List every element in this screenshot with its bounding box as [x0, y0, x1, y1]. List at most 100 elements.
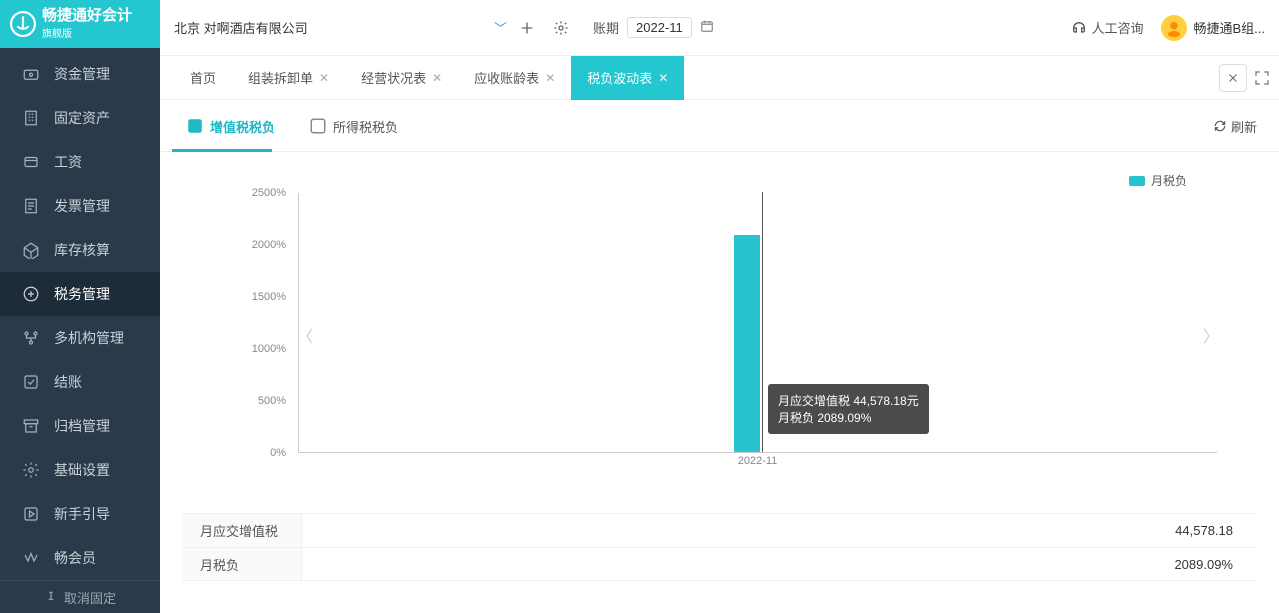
topbar: 北京 对啊酒店有限公司 ﹀ 账期 2022-11 人工咨询: [160, 0, 1279, 56]
salary-icon: [22, 153, 40, 171]
calendar-icon[interactable]: [700, 19, 714, 36]
row-label: 月税负: [182, 548, 302, 580]
settings-button[interactable]: [547, 14, 575, 42]
help-button[interactable]: 人工咨询: [1071, 18, 1143, 37]
unpin-icon: [44, 590, 58, 604]
period-picker[interactable]: 2022-11: [627, 17, 692, 38]
help-label: 人工咨询: [1091, 18, 1143, 37]
sidebar-item-9[interactable]: 基础设置: [0, 448, 160, 492]
sidebar-item-6[interactable]: 多机构管理: [0, 316, 160, 360]
plus-icon: [519, 20, 535, 36]
close-acct-icon: [22, 373, 40, 391]
tab-close-icon[interactable]: ✕: [545, 71, 555, 85]
sidebar-item-label: 畅会员: [54, 548, 96, 568]
y-tick: 1000%: [242, 343, 292, 355]
invoice-icon: [22, 197, 40, 215]
sidebar-item-label: 发票管理: [54, 196, 110, 216]
guide-icon: [22, 505, 40, 523]
chart-indicator-line: [762, 192, 763, 452]
tab-label: 经营状况表: [361, 68, 426, 87]
chart-next-arrow[interactable]: 〉: [1203, 323, 1219, 347]
close-icon: [1227, 72, 1239, 84]
legend-label: 月税负: [1151, 172, 1187, 189]
sidebar-item-5[interactable]: 税务管理: [0, 272, 160, 316]
x-axis-label: 2022-11: [738, 455, 778, 467]
sidebar-item-4[interactable]: 库存核算: [0, 228, 160, 272]
archive-icon: [22, 417, 40, 435]
org-icon: [22, 329, 40, 347]
legend-swatch: [1129, 176, 1145, 186]
tab-close-icon[interactable]: ✕: [432, 71, 442, 85]
tab-4[interactable]: 税负波动表✕: [571, 56, 684, 100]
y-tick: 2000%: [242, 239, 292, 251]
chart-prev-arrow[interactable]: 〈: [297, 323, 313, 347]
user-menu[interactable]: 畅捷通B组...: [1161, 15, 1265, 41]
settings-icon: [22, 461, 40, 479]
sidebar-item-label: 归档管理: [54, 416, 110, 436]
sidebar-item-1[interactable]: 固定资产: [0, 96, 160, 140]
tab-label: 首页: [190, 68, 216, 87]
sidebar-unpin[interactable]: 取消固定: [0, 580, 160, 613]
summary-table: 月应交增值税 44,578.18 月税负 2089.09%: [182, 513, 1257, 581]
building-icon: [22, 109, 40, 127]
period-label: 账期: [593, 18, 619, 37]
sidebar-item-11[interactable]: 畅会员: [0, 536, 160, 580]
sidebar-item-label: 固定资产: [54, 108, 110, 128]
tab-3[interactable]: 应收账龄表 ✕: [458, 56, 571, 100]
sidebar-item-label: 资金管理: [54, 64, 110, 84]
add-button[interactable]: [513, 14, 541, 42]
content-area: 增值税税负 所得税税负 刷新 月税负 0%500%1000%150: [160, 100, 1279, 613]
income-icon: [309, 117, 327, 135]
sidebar-item-3[interactable]: 发票管理: [0, 184, 160, 228]
subtab-income-label: 所得税税负: [333, 117, 398, 136]
tax-icon: [22, 285, 40, 303]
tab-1[interactable]: 组装拆卸单 ✕: [232, 56, 345, 100]
sidebar-item-10[interactable]: 新手引导: [0, 492, 160, 536]
tab-label: 应收账龄表: [474, 68, 539, 87]
tab-close-icon[interactable]: ✕: [319, 71, 329, 85]
tooltip-line2: 月税负 2089.09%: [778, 409, 919, 426]
user-name: 畅捷通B组...: [1193, 18, 1265, 37]
page-tabs: 首页组装拆卸单✕经营状况表✕应收账龄表✕税负波动表✕: [160, 56, 1279, 100]
tab-label: 组装拆卸单: [248, 68, 313, 87]
close-tab-button[interactable]: [1219, 64, 1247, 92]
tab-2[interactable]: 经营状况表 ✕: [345, 56, 458, 100]
y-tick: 0%: [242, 447, 292, 459]
sidebar-item-8[interactable]: 归档管理: [0, 404, 160, 448]
sidebar-item-0[interactable]: 资金管理: [0, 52, 160, 96]
y-tick: 500%: [242, 395, 292, 407]
vat-icon: [186, 117, 204, 135]
fullscreen-icon[interactable]: [1253, 69, 1271, 87]
sidebar-unpin-label: 取消固定: [64, 588, 116, 607]
chart-legend: 月税负: [212, 172, 1227, 189]
subtabs: 增值税税负 所得税税负 刷新: [160, 100, 1279, 152]
row-value: 44,578.18: [302, 523, 1257, 538]
gear-icon: [553, 20, 569, 36]
stock-icon: [22, 241, 40, 259]
company-selector[interactable]: 北京 对啊酒店有限公司: [174, 18, 404, 37]
cash-icon: [22, 65, 40, 83]
row-value: 2089.09%: [302, 557, 1257, 572]
refresh-button[interactable]: 刷新: [1213, 117, 1257, 136]
tab-0[interactable]: 首页: [174, 56, 232, 100]
tab-close-icon[interactable]: ✕: [658, 71, 668, 85]
sidebar-item-2[interactable]: 工资: [0, 140, 160, 184]
subtab-income[interactable]: 所得税税负: [295, 108, 412, 144]
y-tick: 2500%: [242, 187, 292, 199]
brand-edition: 旗舰版: [42, 25, 132, 40]
subtab-vat-label: 增值税税负: [210, 117, 275, 136]
refresh-label: 刷新: [1231, 117, 1257, 136]
chevron-down-icon[interactable]: ﹀: [494, 18, 507, 37]
sidebar-item-label: 结账: [54, 372, 82, 392]
sidebar-item-label: 税务管理: [54, 284, 110, 304]
vip-icon: [22, 549, 40, 567]
brand-name: 畅捷通好会计: [42, 8, 132, 23]
y-tick: 1500%: [242, 291, 292, 303]
refresh-icon: [1213, 119, 1227, 133]
table-row: 月应交增值税 44,578.18: [182, 513, 1257, 547]
sidebar-item-7[interactable]: 结账: [0, 360, 160, 404]
chart-bar[interactable]: [734, 235, 760, 452]
subtab-vat[interactable]: 增值税税负: [172, 108, 289, 144]
avatar-icon: [1161, 15, 1187, 41]
table-row: 月税负 2089.09%: [182, 547, 1257, 581]
